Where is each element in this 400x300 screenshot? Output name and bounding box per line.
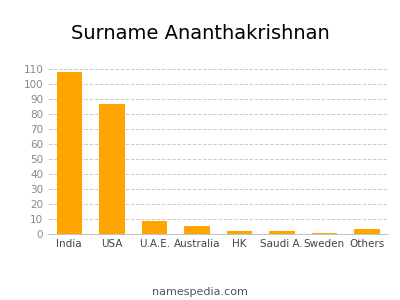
Text: namespedia.com: namespedia.com — [152, 287, 248, 297]
Bar — [184, 226, 210, 234]
Bar — [226, 231, 252, 234]
Bar — [56, 72, 82, 234]
Bar — [312, 232, 337, 234]
Bar — [354, 229, 380, 234]
Text: Surname Ananthakrishnan: Surname Ananthakrishnan — [71, 24, 329, 43]
Bar — [99, 103, 124, 234]
Bar — [142, 221, 167, 234]
Bar — [269, 231, 294, 234]
